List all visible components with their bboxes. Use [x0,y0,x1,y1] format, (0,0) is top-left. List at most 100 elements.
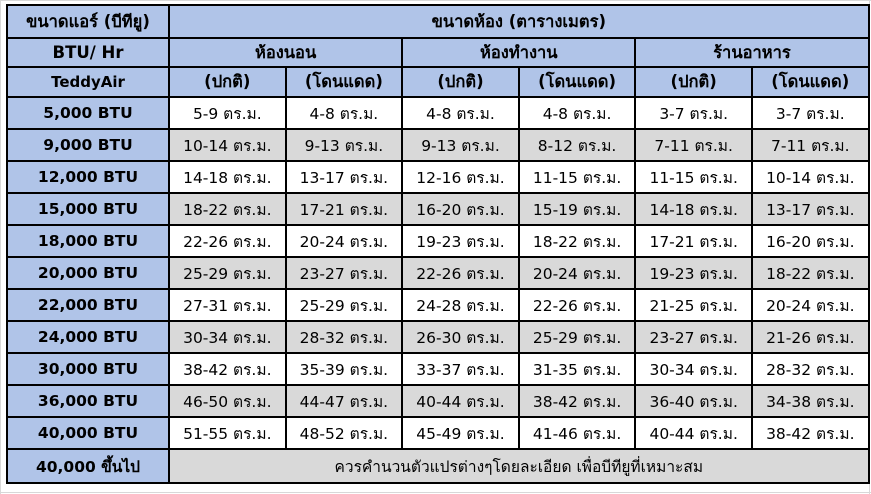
footer-btu-label: 40,000 ขึ้นไป [6,448,170,484]
cell-bedroom-normal: 22-26 ตร.ม. [168,224,287,258]
cell-bedroom-normal: 10-14 ตร.ม. [168,128,287,162]
cell-restaurant-sunlit: 13-17 ตร.ม. [750,192,870,226]
cell-restaurant-normal: 19-23 ตร.ม. [634,256,753,290]
gridline-vertical [0,0,1,494]
cell-bedroom-normal: 25-29 ตร.ม. [168,256,287,290]
cell-restaurant-normal: 14-18 ตร.ม. [634,192,753,226]
row-btu-label: 18,000 BTU [6,224,170,258]
row-btu-label: 36,000 BTU [6,384,170,418]
row-btu-label: 12,000 BTU [6,160,170,194]
cell-office-sunlit: 15-19 ตร.ม. [517,192,637,226]
cell-office-normal: 12-16 ตร.ม. [401,160,520,194]
header-aircon-size-title: ขนาดแอร์ (บีทียู) [6,4,170,39]
cell-restaurant-sunlit: 10-14 ตร.ม. [750,160,870,194]
cell-restaurant-normal: 17-21 ตร.ม. [634,224,753,258]
header-room-size-title: ขนาดห้อง (ตารางเมตร) [168,4,870,39]
header-group-restaurant: ร้านอาหาร [634,37,870,68]
cell-restaurant-sunlit: 7-11 ตร.ม. [750,128,870,162]
cell-restaurant-sunlit: 34-38 ตร.ม. [750,384,870,418]
table-row: 22,000 BTU 27-31 ตร.ม. 25-29 ตร.ม. 24-28… [6,288,870,322]
row-btu-label: 22,000 BTU [6,288,170,322]
cell-bedroom-normal: 51-55 ตร.ม. [168,416,287,450]
cell-office-sunlit: 31-35 ตร.ม. [517,352,637,386]
cell-restaurant-sunlit: 28-32 ตร.ม. [750,352,870,386]
table-row: 15,000 BTU 18-22 ตร.ม. 17-21 ตร.ม. 16-20… [6,192,870,226]
cell-restaurant-normal: 23-27 ตร.ม. [634,320,753,354]
cell-restaurant-normal: 36-40 ตร.ม. [634,384,753,418]
cell-office-normal: 40-44 ตร.ม. [401,384,520,418]
table-row: 9,000 BTU 10-14 ตร.ม. 9-13 ตร.ม. 9-13 ตร… [6,128,870,162]
cell-office-sunlit: 8-12 ตร.ม. [517,128,637,162]
cell-office-normal: 26-30 ตร.ม. [401,320,520,354]
row-btu-label: 40,000 BTU [6,416,170,450]
cell-restaurant-sunlit: 20-24 ตร.ม. [750,288,870,322]
cell-restaurant-sunlit: 18-22 ตร.ม. [750,256,870,290]
gridline-horizontal [0,0,871,1]
header-sub-office-normal: (ปกติ) [401,66,520,98]
cell-bedroom-normal: 14-18 ตร.ม. [168,160,287,194]
cell-office-normal: 16-20 ตร.ม. [401,192,520,226]
cell-bedroom-sunlit: 35-39 ตร.ม. [284,352,404,386]
cell-bedroom-sunlit: 17-21 ตร.ม. [284,192,404,226]
cell-restaurant-sunlit: 21-26 ตร.ม. [750,320,870,354]
cell-bedroom-sunlit: 13-17 ตร.ม. [284,160,404,194]
cell-bedroom-sunlit: 20-24 ตร.ม. [284,224,404,258]
cell-office-sunlit: 18-22 ตร.ม. [517,224,637,258]
cell-office-sunlit: 11-15 ตร.ม. [517,160,637,194]
table-row: 12,000 BTU 14-18 ตร.ม. 13-17 ตร.ม. 12-16… [6,160,870,194]
cell-restaurant-sunlit: 16-20 ตร.ม. [750,224,870,258]
table-row: 40,000 BTU 51-55 ตร.ม. 48-52 ตร.ม. 45-49… [6,416,870,450]
header-sub-bedroom-sunlit: (โดนแดด) [284,66,404,98]
cell-office-normal: 33-37 ตร.ม. [401,352,520,386]
cell-office-sunlit: 4-8 ตร.ม. [517,96,637,130]
cell-bedroom-sunlit: 44-47 ตร.ม. [284,384,404,418]
cell-restaurant-normal: 21-25 ตร.ม. [634,288,753,322]
cell-office-normal: 45-49 ตร.ม. [401,416,520,450]
table-row: 36,000 BTU 46-50 ตร.ม. 44-47 ตร.ม. 40-44… [6,384,870,418]
cell-bedroom-sunlit: 48-52 ตร.ม. [284,416,404,450]
cell-restaurant-normal: 3-7 ตร.ม. [634,96,753,130]
header-row-3: TeddyAir (ปกติ) (โดนแดด) (ปกติ) (โดนแดด)… [6,66,870,98]
cell-bedroom-sunlit: 25-29 ตร.ม. [284,288,404,322]
table-row: 24,000 BTU 30-34 ตร.ม. 28-32 ตร.ม. 26-30… [6,320,870,354]
cell-restaurant-normal: 30-34 ตร.ม. [634,352,753,386]
cell-bedroom-sunlit: 4-8 ตร.ม. [284,96,404,130]
cell-office-normal: 22-26 ตร.ม. [401,256,520,290]
row-btu-label: 5,000 BTU [6,96,170,130]
cell-office-normal: 9-13 ตร.ม. [401,128,520,162]
header-row-2: BTU/ Hr ห้องนอน ห้องทำงาน ร้านอาหาร [6,37,870,68]
cell-restaurant-sunlit: 38-42 ตร.ม. [750,416,870,450]
table-header: ขนาดแอร์ (บีทียู) ขนาดห้อง (ตารางเมตร) B… [6,4,870,98]
header-btu-per-hour: BTU/ Hr [6,37,170,68]
cell-restaurant-normal: 40-44 ตร.ม. [634,416,753,450]
cell-office-sunlit: 22-26 ตร.ม. [517,288,637,322]
row-btu-label: 15,000 BTU [6,192,170,226]
table-row: 20,000 BTU 25-29 ตร.ม. 23-27 ตร.ม. 22-26… [6,256,870,290]
cell-bedroom-normal: 46-50 ตร.ม. [168,384,287,418]
header-sub-bedroom-normal: (ปกติ) [168,66,287,98]
cell-office-normal: 19-23 ตร.ม. [401,224,520,258]
row-btu-label: 9,000 BTU [6,128,170,162]
btu-room-size-table: ขนาดแอร์ (บีทียู) ขนาดห้อง (ตารางเมตร) B… [6,4,870,484]
cell-restaurant-sunlit: 3-7 ตร.ม. [750,96,870,130]
cell-bedroom-normal: 27-31 ตร.ม. [168,288,287,322]
cell-office-sunlit: 25-29 ตร.ม. [517,320,637,354]
footer-note-text: ควรคำนวนตัวแปรต่างๆโดยละเอียด เพื่อบีทีย… [168,448,870,484]
header-sub-restaurant-sunlit: (โดนแดด) [750,66,870,98]
row-btu-label: 24,000 BTU [6,320,170,354]
row-btu-label: 20,000 BTU [6,256,170,290]
table-row: 30,000 BTU 38-42 ตร.ม. 35-39 ตร.ม. 33-37… [6,352,870,386]
cell-bedroom-normal: 30-34 ตร.ม. [168,320,287,354]
table-row: 5,000 BTU 5-9 ตร.ม. 4-8 ตร.ม. 4-8 ตร.ม. … [6,96,870,130]
cell-office-normal: 4-8 ตร.ม. [401,96,520,130]
cell-office-sunlit: 41-46 ตร.ม. [517,416,637,450]
footer-row: 40,000 ขึ้นไป ควรคำนวนตัวแปรต่างๆโดยละเอ… [6,448,870,484]
cell-office-sunlit: 38-42 ตร.ม. [517,384,637,418]
header-brand-teddyair: TeddyAir [6,66,170,98]
cell-office-sunlit: 20-24 ตร.ม. [517,256,637,290]
cell-bedroom-sunlit: 23-27 ตร.ม. [284,256,404,290]
row-btu-label: 30,000 BTU [6,352,170,386]
cell-bedroom-normal: 18-22 ตร.ม. [168,192,287,226]
cell-bedroom-sunlit: 28-32 ตร.ม. [284,320,404,354]
